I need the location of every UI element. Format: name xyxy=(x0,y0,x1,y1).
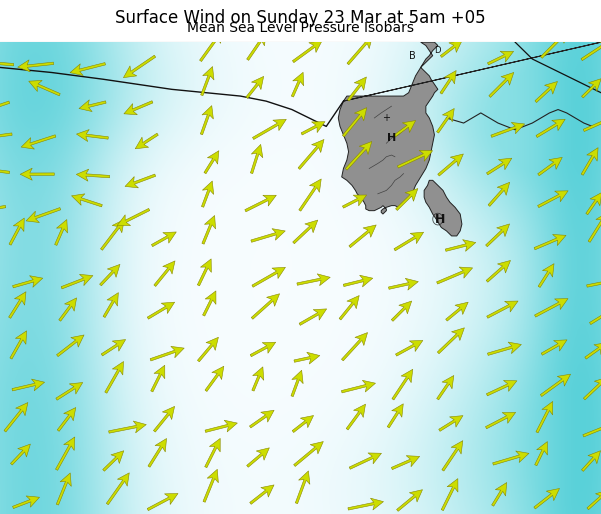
Text: Surface Wind on Sunday 23 Mar at 5am +05: Surface Wind on Sunday 23 Mar at 5am +05 xyxy=(115,9,486,27)
Text: Mean Sea Level Pressure Isobars: Mean Sea Level Pressure Isobars xyxy=(187,21,414,34)
Text: D: D xyxy=(435,46,441,55)
Text: +: + xyxy=(382,113,391,123)
Text: H: H xyxy=(387,133,396,143)
Text: B: B xyxy=(409,51,415,61)
Polygon shape xyxy=(424,180,462,236)
Polygon shape xyxy=(338,42,601,214)
Text: H: H xyxy=(435,213,445,226)
